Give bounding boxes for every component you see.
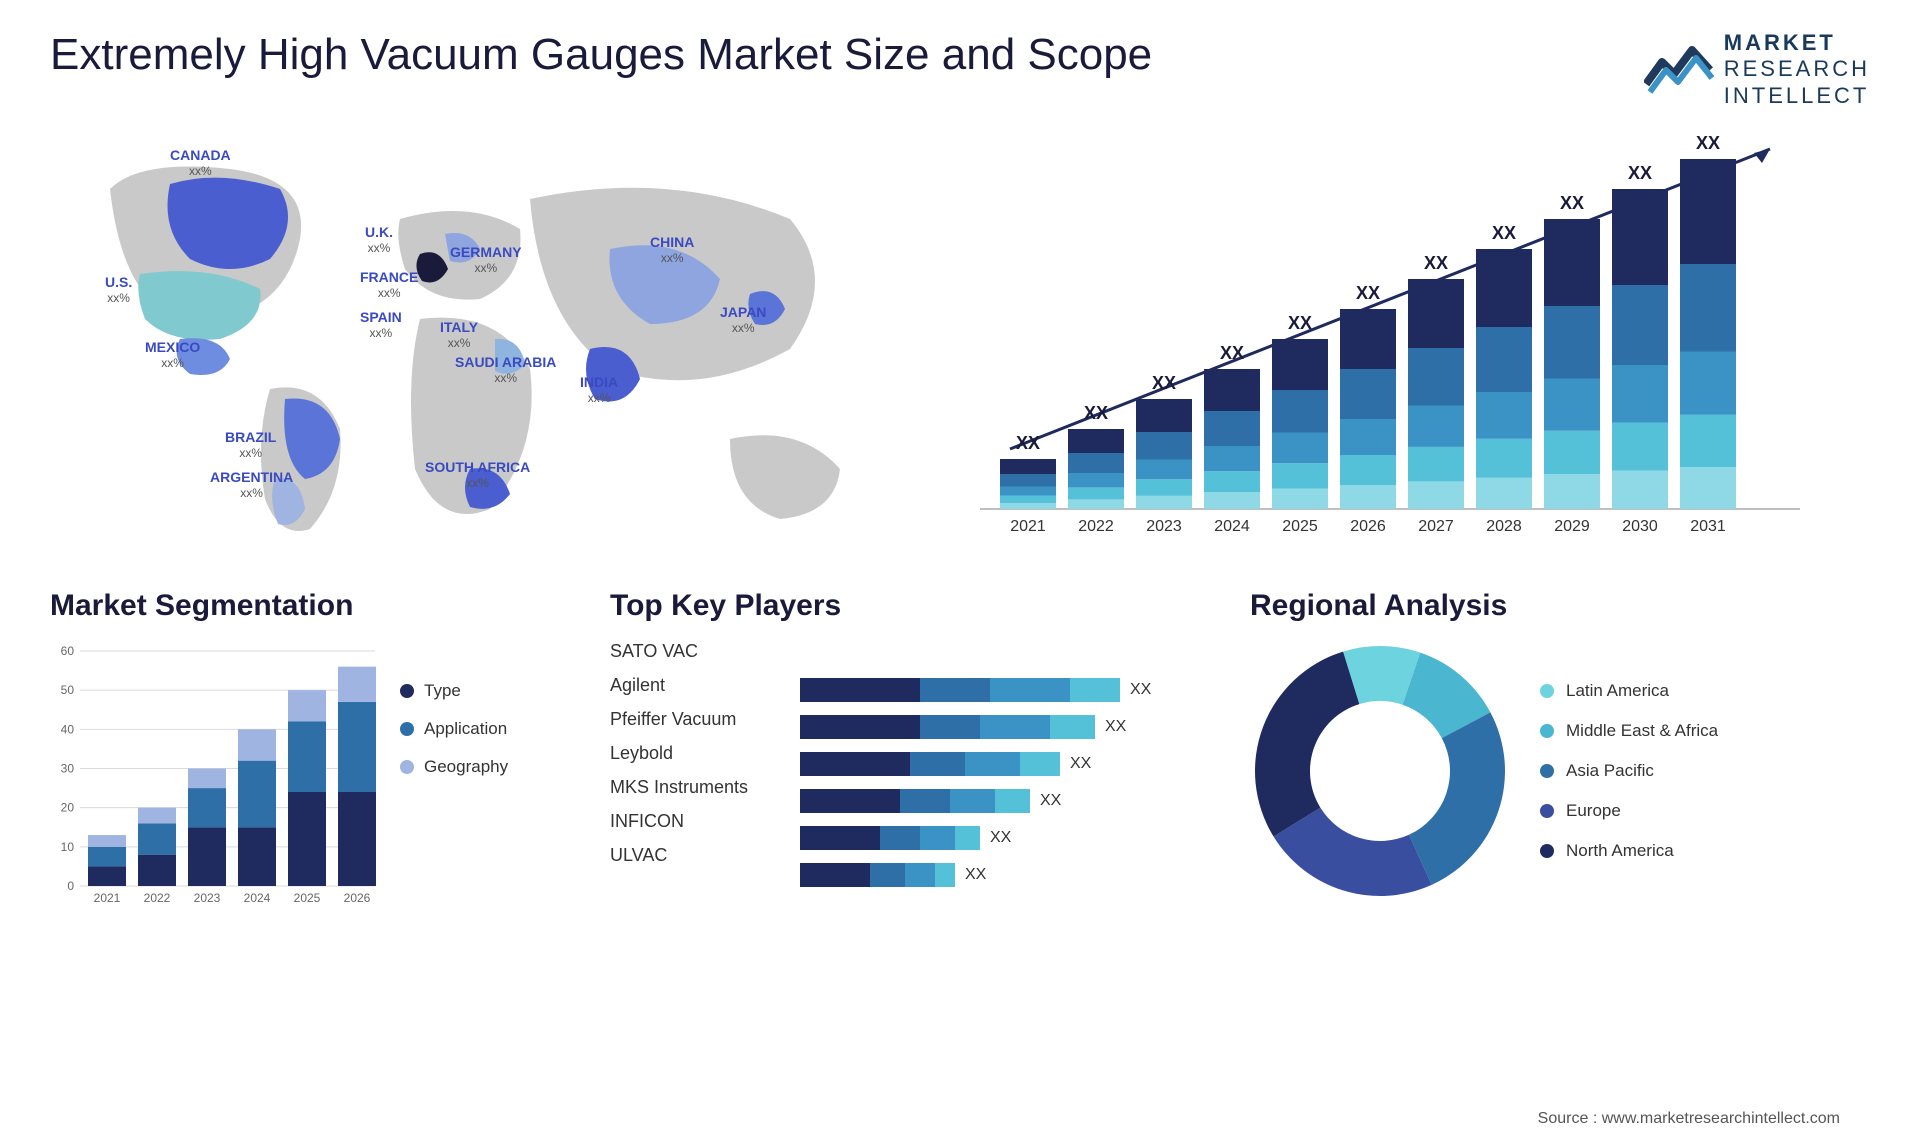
svg-text:2023: 2023 <box>1146 518 1182 535</box>
player-name: MKS Instruments <box>610 777 780 798</box>
svg-text:40: 40 <box>61 723 75 737</box>
svg-text:XX: XX <box>1628 163 1652 183</box>
svg-text:2022: 2022 <box>1078 518 1114 535</box>
legend-item: Application <box>400 719 508 739</box>
svg-text:XX: XX <box>1356 283 1380 303</box>
player-name: Pfeiffer Vacuum <box>610 709 780 730</box>
segmentation-chart: 0 10 20 30 40 50 60 2021 2022 2023 2024 2025 2026 <box>50 641 380 911</box>
svg-text:2024: 2024 <box>244 891 271 905</box>
country-label: ITALYxx% <box>440 319 478 350</box>
svg-text:2021: 2021 <box>1010 518 1046 535</box>
legend-item: Geography <box>400 757 508 777</box>
player-name: Leybold <box>610 743 780 764</box>
brand-logo: MARKET RESEARCH INTELLECT <box>1644 30 1870 109</box>
world-map-panel: CANADAxx% U.S.xx% MEXICOxx% BRAZILxx% ARGENT… <box>50 129 920 549</box>
country-label: GERMANYxx% <box>450 244 522 275</box>
segmentation-title: Market Segmentation <box>50 589 570 623</box>
svg-text:10: 10 <box>61 840 75 854</box>
svg-text:XX: XX <box>1560 193 1584 213</box>
svg-text:XX: XX <box>1016 433 1040 453</box>
country-label: CANADAxx% <box>170 147 231 178</box>
svg-text:2023: 2023 <box>194 891 221 905</box>
svg-text:XX: XX <box>1288 313 1312 333</box>
svg-text:XX: XX <box>1220 343 1244 363</box>
svg-text:2022: 2022 <box>144 891 171 905</box>
svg-text:XX: XX <box>1152 373 1176 393</box>
svg-text:2026: 2026 <box>344 891 371 905</box>
region-legend-item: North America <box>1540 841 1718 861</box>
players-title: Top Key Players <box>610 589 1210 623</box>
country-label: INDIAxx% <box>580 374 618 405</box>
country-label: CHINAxx% <box>650 234 694 265</box>
svg-text:XX: XX <box>1492 223 1516 243</box>
regional-title: Regional Analysis <box>1250 589 1870 623</box>
country-label: MEXICOxx% <box>145 339 200 370</box>
svg-text:30: 30 <box>61 762 75 776</box>
players-bars: XX XX XX XX XX XX <box>800 641 1210 887</box>
forecast-chart: XX 2021 XX 2022 XX 2023 XX 2024 XX 2025 XX 2026 XX 20… <box>980 129 1800 549</box>
logo-line2: RESEARCH <box>1724 56 1870 82</box>
player-bar-row: XX <box>800 752 1210 776</box>
logo-line1: MARKET <box>1724 30 1870 56</box>
country-label: SOUTH AFRICAxx% <box>425 459 530 490</box>
region-legend-item: Asia Pacific <box>1540 761 1718 781</box>
svg-text:2024: 2024 <box>1214 518 1250 535</box>
svg-text:XX: XX <box>1084 403 1108 423</box>
svg-text:50: 50 <box>61 683 75 697</box>
svg-text:2029: 2029 <box>1554 518 1590 535</box>
country-label: FRANCExx% <box>360 269 418 300</box>
svg-text:60: 60 <box>61 644 75 658</box>
region-legend-item: Latin America <box>1540 681 1718 701</box>
players-list: SATO VAC Agilent Pfeiffer Vacuum Leybold MKS… <box>610 641 780 887</box>
svg-text:2027: 2027 <box>1418 518 1454 535</box>
svg-text:XX: XX <box>1424 253 1448 273</box>
svg-text:2031: 2031 <box>1690 518 1726 535</box>
country-label: U.K.xx% <box>365 224 393 255</box>
country-label: BRAZILxx% <box>225 429 276 460</box>
page-title: Extremely High Vacuum Gauges Market Size… <box>50 30 1152 80</box>
player-name: INFICON <box>610 811 780 832</box>
svg-text:2026: 2026 <box>1350 518 1386 535</box>
svg-text:2025: 2025 <box>294 891 321 905</box>
country-label: SPAINxx% <box>360 309 402 340</box>
player-bar-row: XX <box>800 863 1210 887</box>
source-text: Source : www.marketresearchintellect.com <box>1538 1110 1840 1128</box>
country-label: U.S.xx% <box>105 274 132 305</box>
player-name: SATO VAC <box>610 641 780 662</box>
country-label: SAUDI ARABIAxx% <box>455 354 556 385</box>
logo-line3: INTELLECT <box>1724 83 1870 109</box>
svg-text:20: 20 <box>61 801 75 815</box>
svg-text:2021: 2021 <box>94 891 121 905</box>
region-legend-item: Middle East & Africa <box>1540 721 1718 741</box>
logo-icon <box>1644 42 1714 97</box>
country-label: ARGENTINAxx% <box>210 469 293 500</box>
player-bar-row: XX <box>800 789 1210 813</box>
regional-legend: Latin America Middle East & Africa Asia Pa… <box>1540 681 1718 861</box>
svg-text:2025: 2025 <box>1282 518 1318 535</box>
segmentation-legend: Type Application Geography <box>400 641 508 777</box>
player-name: ULVAC <box>610 845 780 866</box>
player-name: Agilent <box>610 675 780 696</box>
player-bar-row: XX <box>800 826 1210 850</box>
svg-text:XX: XX <box>1696 133 1720 153</box>
svg-text:2030: 2030 <box>1622 518 1658 535</box>
forecast-chart-panel: XX 2021 XX 2022 XX 2023 XX 2024 XX 2025 XX 2026 XX 20… <box>980 129 1870 549</box>
player-bar-row: XX <box>800 678 1210 702</box>
country-label: JAPANxx% <box>720 304 766 335</box>
svg-text:2028: 2028 <box>1486 518 1522 535</box>
player-bar-row: XX <box>800 715 1210 739</box>
region-legend-item: Europe <box>1540 801 1718 821</box>
regional-donut <box>1250 641 1510 901</box>
legend-item: Type <box>400 681 508 701</box>
svg-text:0: 0 <box>67 879 74 893</box>
